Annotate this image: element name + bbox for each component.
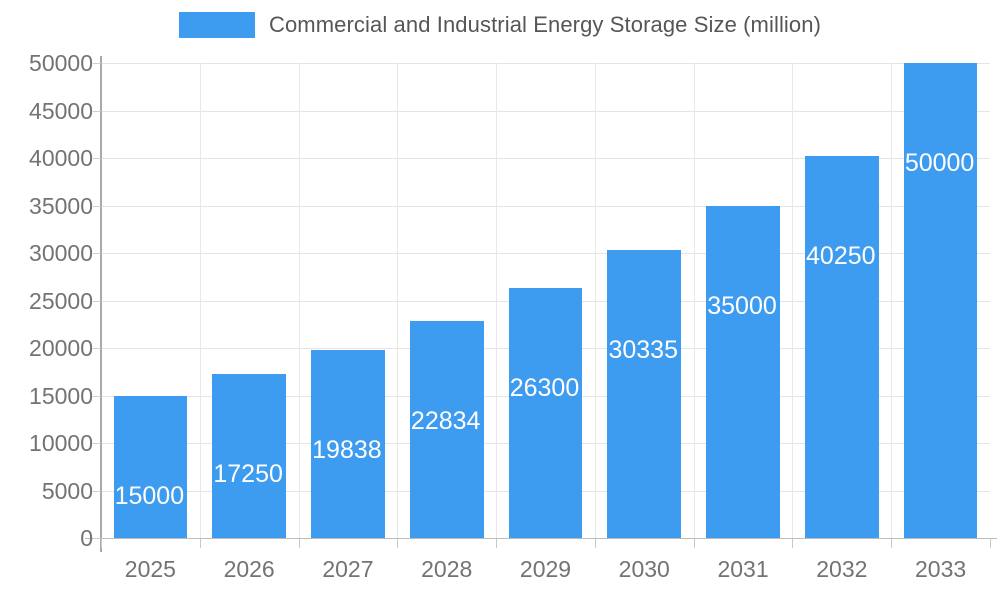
bar[interactable] [706, 205, 780, 538]
x-axis-tick-mark [595, 539, 596, 548]
bar[interactable] [113, 395, 188, 538]
gridline-y [101, 205, 990, 207]
y-axis-tick-label: 15000 [29, 382, 93, 409]
y-axis-tick-mark [93, 395, 101, 397]
y-axis-tick-label: 30000 [29, 240, 93, 266]
gridline-x [200, 63, 201, 538]
legend-color-swatch [178, 12, 255, 38]
gridline-x [891, 63, 892, 538]
chart-legend: Commercial and Industrial Energy Storage… [0, 0, 1000, 50]
gridline-x [792, 63, 793, 538]
x-axis-tick-label: 2029 [519, 556, 572, 582]
x-axis-tick-label: 2026 [223, 556, 275, 582]
bar-value-label: 50000 [904, 149, 975, 177]
x-axis-tick-mark [694, 539, 695, 548]
y-axis-tick-mark [93, 300, 101, 302]
x-axis-tick-mark [990, 539, 991, 548]
legend-item-commercial-industrial[interactable]: Commercial and Industrial Energy Storage… [178, 12, 822, 38]
x-axis-tick-label: 2025 [124, 556, 176, 582]
y-axis-tick-mark [93, 253, 101, 254]
y-axis-tick-mark [93, 63, 101, 64]
x-axis-tick-label: 2028 [421, 556, 473, 582]
bar-value-label: 30335 [608, 335, 678, 364]
bar-value-label: 35000 [707, 291, 777, 320]
x-axis-tick-label: 2032 [816, 556, 868, 582]
plot-area: 15000 17250 19838 22834 26300 30335 35000 40250… [101, 63, 990, 539]
x-axis-tick-mark [792, 539, 793, 548]
x-axis-tick-mark [496, 539, 497, 548]
x-axis-tick-label: 2033 [915, 556, 967, 582]
bar[interactable] [212, 374, 286, 538]
bar[interactable] [607, 249, 682, 538]
bar[interactable] [409, 321, 484, 538]
bar-value-label: 40250 [806, 241, 876, 270]
x-axis-tick-label: 2031 [717, 556, 769, 582]
gridline-y [101, 110, 990, 112]
x-axis-tick-label: 2027 [322, 556, 374, 582]
y-axis-tick-label: 40000 [29, 145, 93, 171]
bar[interactable] [311, 349, 385, 538]
bar-value-label: 26300 [509, 374, 580, 403]
y-axis-tick-label: 50000 [29, 50, 93, 76]
x-axis-tick-mark [200, 539, 201, 548]
y-axis-ticks: 0 5000 10000 15000 20000 25000 30000 35000 40000… [0, 0, 101, 600]
x-axis-tick-mark [299, 539, 300, 548]
bar[interactable] [805, 155, 879, 538]
y-axis-tick-mark [93, 490, 101, 492]
y-axis-tick-label: 10000 [29, 430, 93, 456]
gridline-x [694, 63, 695, 538]
bar-value-label: 17250 [213, 460, 283, 489]
y-axis-tick-mark [93, 443, 101, 444]
bar-value-label: 19838 [312, 435, 382, 464]
gridline-x [496, 63, 497, 538]
y-axis-line [100, 56, 102, 552]
y-axis-tick-mark [93, 538, 101, 539]
x-axis-line [85, 538, 997, 539]
gridline-x [299, 63, 300, 538]
bar[interactable] [903, 63, 978, 538]
y-axis-tick-mark [93, 205, 101, 207]
gridline-y [101, 63, 990, 64]
y-axis-tick-label: 20000 [29, 335, 93, 361]
legend-label: Commercial and Industrial Energy Storage… [268, 12, 822, 37]
gridline-y [101, 253, 990, 254]
y-axis-tick-mark [93, 158, 101, 159]
x-axis-tick-mark [397, 539, 398, 548]
y-axis-tick-label: 0 [80, 525, 93, 551]
gridline-y [101, 158, 990, 159]
x-axis-tick-mark [891, 539, 892, 548]
y-axis-tick-label: 25000 [29, 287, 93, 314]
bar-value-label: 15000 [114, 481, 185, 510]
y-axis-tick-label: 45000 [29, 97, 93, 124]
y-axis-tick-mark [93, 348, 101, 349]
gridline-x [397, 63, 398, 538]
y-axis-tick-mark [93, 110, 101, 112]
y-axis-tick-label: 5000 [41, 477, 93, 504]
bar-value-label: 22834 [410, 407, 481, 436]
y-axis-tick-label: 35000 [29, 192, 93, 219]
x-axis-tick-label: 2030 [618, 556, 670, 582]
gridline-x [595, 63, 596, 538]
bar[interactable] [508, 288, 583, 538]
x-axis-tick-mark [101, 539, 102, 548]
